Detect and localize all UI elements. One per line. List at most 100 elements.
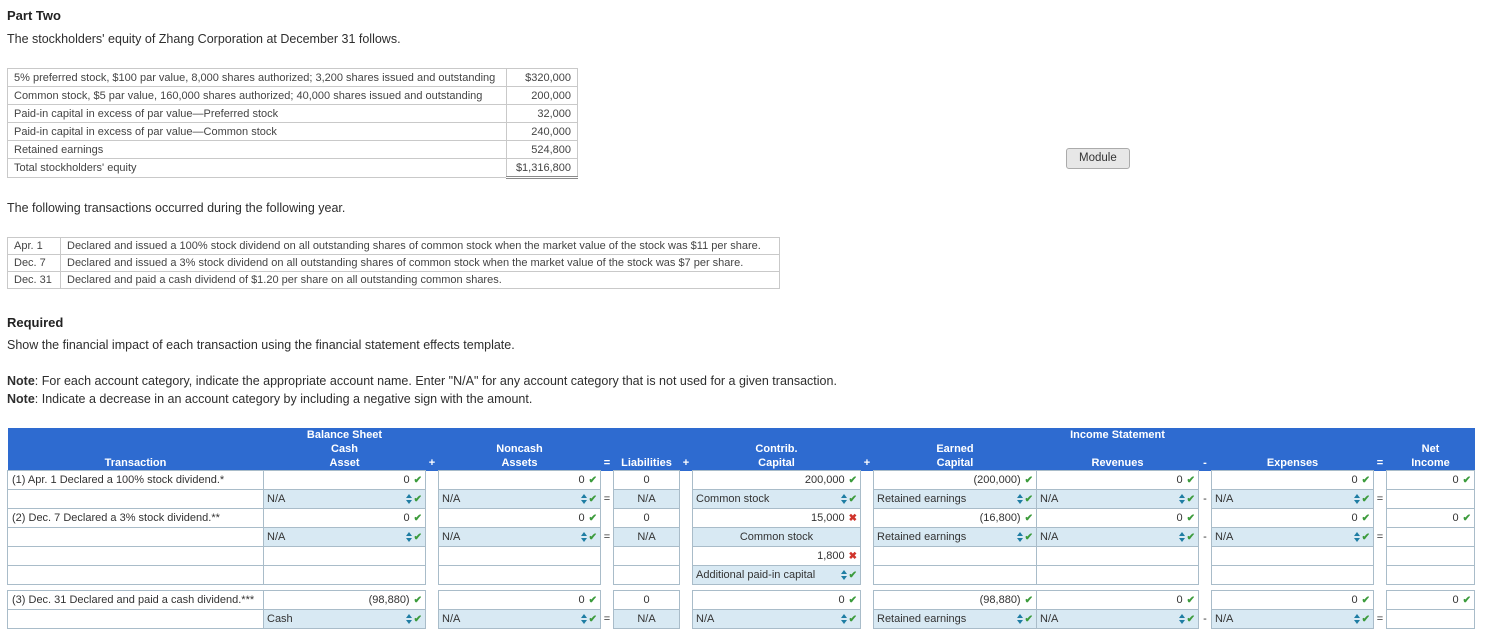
correct-check-icon: ✔ (1361, 512, 1370, 524)
contrib-account-select[interactable]: N/A ✔ (692, 609, 861, 629)
cash-account-select[interactable]: N/A ✔ (263, 489, 426, 509)
equals-symbol: = (600, 609, 614, 629)
cash-amount-cell[interactable]: (98,880) ✔ (263, 590, 426, 610)
empty-cell (263, 546, 426, 566)
module-button[interactable]: Module (1066, 148, 1130, 169)
transaction-label-cell (7, 565, 264, 585)
revenues-amount-cell[interactable]: 0 ✔ (1036, 508, 1199, 528)
contrib-amount-cell[interactable]: 1,800 ✖ (692, 546, 861, 566)
account-name: Cash (267, 613, 293, 625)
noncash-account-select[interactable]: N/A ✔ (438, 489, 601, 509)
expenses-amount-cell[interactable]: 0 ✔ (1211, 590, 1374, 610)
fset-row-1-amounts: (1) Apr. 1 Declared a 100% stock dividen… (7, 470, 1475, 490)
cash-amount-cell[interactable]: 0 ✔ (263, 470, 426, 490)
contrib-account-select[interactable]: Additional paid-in capital ✔ (692, 565, 861, 585)
account-name: Retained earnings (877, 613, 967, 625)
dropdown-icon (1178, 494, 1185, 504)
empty-cell (438, 546, 601, 566)
table-row-total: Total stockholders' equity $1,316,800 (7, 158, 578, 179)
transaction-header: Transaction (7, 456, 264, 471)
expenses-account-select[interactable]: N/A ✔ (1211, 527, 1374, 547)
transaction-label-cell: (1) Apr. 1 Declared a 100% stock dividen… (7, 470, 264, 490)
dropdown-icon (840, 570, 847, 580)
expenses-account-select[interactable]: N/A ✔ (1211, 609, 1374, 629)
fset-header-row-1: Balance Sheet Income Statement (7, 428, 1475, 442)
net-amount-cell[interactable]: 0 ✔ (1386, 508, 1475, 528)
column-gap (425, 489, 439, 509)
transaction-label-cell (7, 546, 264, 566)
empty-cell (438, 565, 601, 585)
equity-value: $320,000 (506, 68, 578, 87)
expenses-amount-cell[interactable]: 0 ✔ (1211, 470, 1374, 490)
dropdown-icon (1178, 614, 1185, 624)
noncash-account-select[interactable]: N/A ✔ (438, 527, 601, 547)
noncash-amount-cell[interactable]: 0 ✔ (438, 508, 601, 528)
contrib-amount-cell[interactable]: 0 ✔ (692, 590, 861, 610)
liabilities-amount-cell: 0 (613, 508, 680, 528)
equity-label: Retained earnings (7, 140, 507, 159)
noncash-header: Noncash (438, 442, 601, 456)
column-gap (600, 470, 614, 490)
fset-row-1-accounts: N/A ✔ N/A ✔ = N/A Common stock ✔ Retained e… (7, 489, 1475, 509)
expenses-amount-cell[interactable]: 0 ✔ (1211, 508, 1374, 528)
table-row: Dec. 31 Declared and paid a cash dividen… (7, 271, 780, 289)
correct-check-icon: ✔ (1361, 493, 1370, 505)
column-gap (860, 565, 874, 585)
note-label: Note (7, 374, 35, 388)
revenues-amount-cell[interactable]: 0 ✔ (1036, 470, 1199, 490)
dropdown-icon (405, 614, 412, 624)
earned-amount-cell[interactable]: (98,880) ✔ (873, 590, 1037, 610)
dropdown-icon (840, 614, 847, 624)
net-amount-cell[interactable]: 0 ✔ (1386, 470, 1475, 490)
table-row: Apr. 1 Declared and issued a 100% stock … (7, 237, 780, 255)
column-gap (679, 546, 693, 566)
cash-account-select[interactable]: N/A ✔ (263, 527, 426, 547)
transaction-date: Apr. 1 (7, 237, 61, 255)
cash-amount-cell[interactable]: 0 ✔ (263, 508, 426, 528)
intro-text: The stockholders' equity of Zhang Corpor… (7, 32, 401, 46)
correct-check-icon: ✔ (1186, 493, 1195, 505)
note-label: Note (7, 392, 35, 406)
net-empty-cell (1386, 489, 1475, 509)
net-amount-cell[interactable]: 0 ✔ (1386, 590, 1475, 610)
earned-amount-cell[interactable]: (200,000) ✔ (873, 470, 1037, 490)
noncash-amount-cell[interactable]: 0 ✔ (438, 590, 601, 610)
column-gap (860, 546, 874, 566)
amount-value: 0 (578, 512, 585, 524)
earned-account-select[interactable]: Retained earnings ✔ (873, 609, 1037, 629)
correct-check-icon: ✔ (1024, 613, 1033, 625)
transaction-label-cell: (3) Dec. 31 Declared and paid a cash div… (7, 590, 264, 610)
revenues-account-select[interactable]: N/A ✔ (1036, 489, 1199, 509)
contrib-amount-cell[interactable]: 200,000 ✔ (692, 470, 861, 490)
earned-amount-cell[interactable]: (16,800) ✔ (873, 508, 1037, 528)
equity-value: $1,316,800 (506, 158, 578, 179)
correct-check-icon: ✔ (413, 474, 422, 486)
contrib-amount-cell[interactable]: 15,000 ✖ (692, 508, 861, 528)
correct-check-icon: ✔ (1361, 613, 1370, 625)
equals-symbol: = (1373, 489, 1387, 509)
revenues-account-select[interactable]: N/A ✔ (1036, 609, 1199, 629)
expenses-account-select[interactable]: N/A ✔ (1211, 489, 1374, 509)
earned-account-select[interactable]: Retained earnings ✔ (873, 527, 1037, 547)
correct-check-icon: ✔ (1024, 493, 1033, 505)
equals-symbol: = (1373, 609, 1387, 629)
noncash-account-select[interactable]: N/A ✔ (438, 609, 601, 629)
contrib-header: Contrib. (692, 442, 861, 456)
equity-value: 200,000 (506, 86, 578, 105)
cash-account-select[interactable]: Cash ✔ (263, 609, 426, 629)
amount-value: 0 (1452, 594, 1459, 606)
earned-account-select[interactable]: Retained earnings ✔ (873, 489, 1037, 509)
account-name: N/A (1215, 531, 1234, 543)
revenues-account-select[interactable]: N/A ✔ (1036, 527, 1199, 547)
correct-check-icon: ✔ (848, 474, 857, 486)
dropdown-icon (1016, 614, 1023, 624)
noncash-amount-cell[interactable]: 0 ✔ (438, 470, 601, 490)
revenues-amount-cell[interactable]: 0 ✔ (1036, 590, 1199, 610)
contrib-account-select[interactable]: Common stock ✔ (692, 489, 861, 509)
note-text: : Indicate a decrease in an account cate… (34, 392, 533, 406)
revenues-header: Revenues (1036, 456, 1199, 471)
correct-check-icon: ✔ (413, 512, 422, 524)
equity-value: 524,800 (506, 140, 578, 159)
account-name: N/A (267, 493, 286, 505)
column-gap (425, 470, 439, 490)
